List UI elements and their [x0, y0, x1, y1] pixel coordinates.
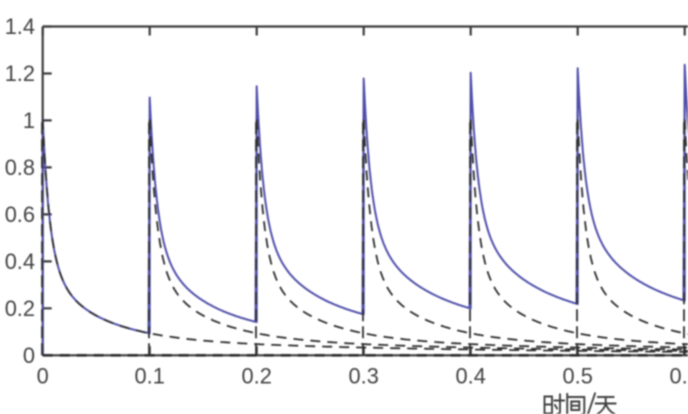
svg-text:0.2: 0.2: [242, 363, 272, 388]
svg-text:0.2: 0.2: [5, 296, 35, 321]
svg-text:1: 1: [23, 108, 35, 133]
svg-text:0.1: 0.1: [135, 363, 165, 388]
svg-text:1.4: 1.4: [5, 14, 35, 39]
svg-text:0.6: 0.6: [670, 363, 688, 388]
svg-text:0.4: 0.4: [5, 249, 35, 274]
svg-text:0.3: 0.3: [349, 363, 379, 388]
svg-text:0: 0: [37, 363, 49, 388]
svg-text:0.5: 0.5: [563, 363, 593, 388]
svg-text:0: 0: [23, 343, 35, 368]
svg-text:0.8: 0.8: [5, 155, 35, 180]
svg-text:0.4: 0.4: [456, 363, 486, 388]
svg-text:1.2: 1.2: [5, 61, 35, 86]
svg-text:0.6: 0.6: [5, 202, 35, 227]
